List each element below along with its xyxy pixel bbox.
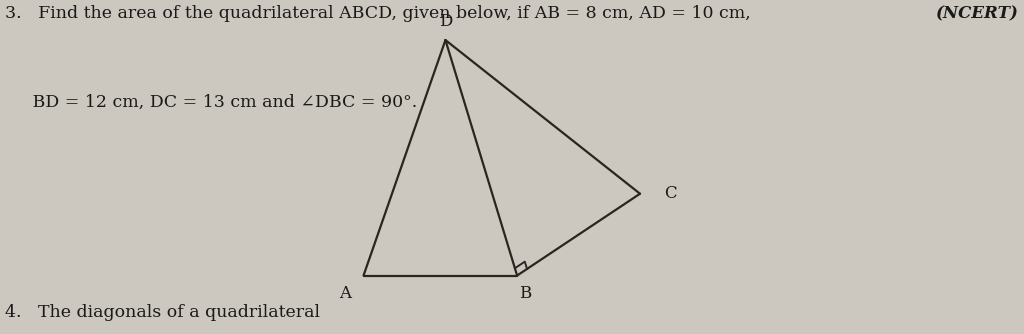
Text: 4.   The diagonals of a quadrilateral: 4. The diagonals of a quadrilateral (5, 304, 321, 321)
Text: 3.   Find the area of the quadrilateral ABCD, given below, if AB = 8 cm, AD = 10: 3. Find the area of the quadrilateral AB… (5, 5, 751, 22)
Text: (NCERT): (NCERT) (936, 5, 1019, 22)
Text: A: A (339, 286, 351, 302)
Text: BD = 12 cm, DC = 13 cm and ∠DBC = 90°.: BD = 12 cm, DC = 13 cm and ∠DBC = 90°. (5, 94, 418, 111)
Text: C: C (665, 185, 677, 202)
Text: D: D (438, 13, 453, 30)
Text: B: B (519, 286, 531, 302)
